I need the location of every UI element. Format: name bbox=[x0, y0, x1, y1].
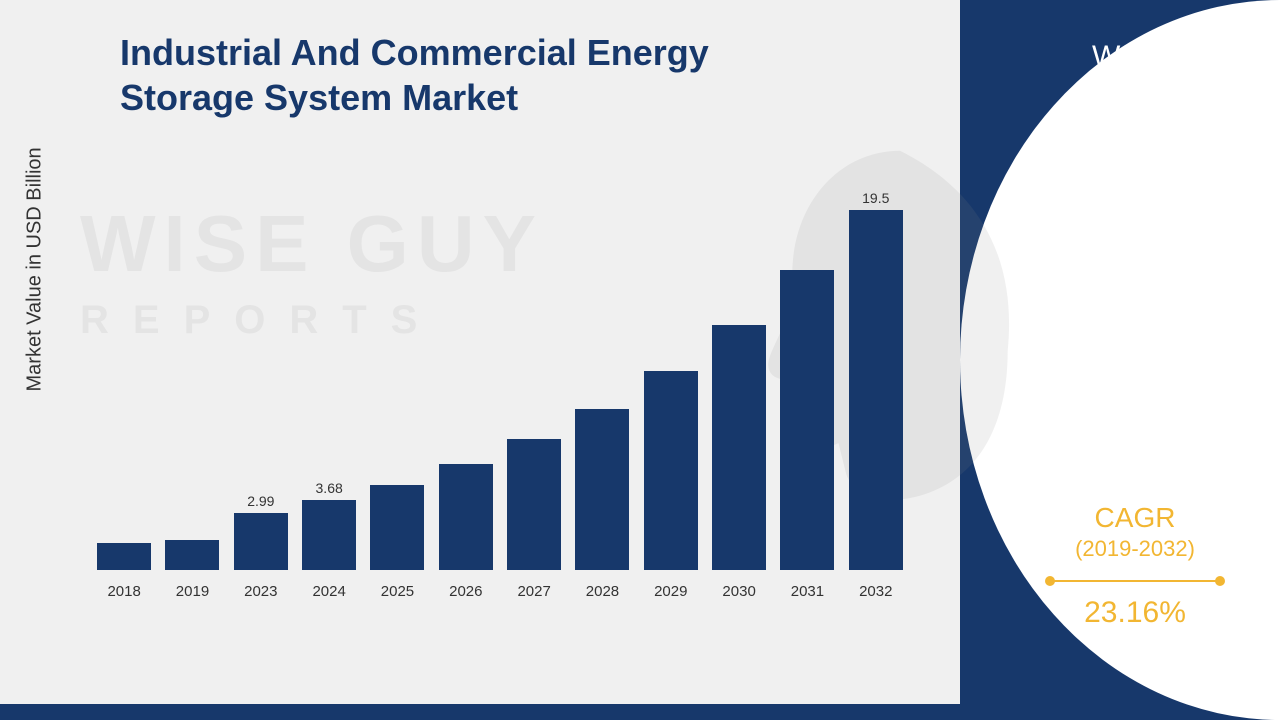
bar bbox=[165, 540, 219, 570]
bar-group bbox=[705, 190, 773, 570]
bar-group: 19.5 bbox=[842, 190, 910, 570]
x-tick-label: 2023 bbox=[227, 583, 295, 600]
bar-group bbox=[637, 190, 705, 570]
cagr-divider bbox=[1050, 580, 1220, 582]
logo-sub: REPORTS bbox=[1092, 74, 1250, 89]
x-tick-label: 2029 bbox=[637, 583, 705, 600]
x-tick-label: 2030 bbox=[705, 583, 773, 600]
x-tick-label: 2026 bbox=[432, 583, 500, 600]
bar-value-label: 19.5 bbox=[862, 190, 889, 206]
y-axis-label: Market Value in USD Billion bbox=[24, 147, 47, 391]
bar bbox=[439, 464, 493, 570]
chart-area: 2.993.6819.5 201820192023202420252026202… bbox=[90, 190, 910, 600]
bar bbox=[780, 270, 834, 570]
bar-group bbox=[500, 190, 568, 570]
bar bbox=[370, 485, 424, 571]
bar bbox=[849, 210, 903, 570]
logo: WISE GUY REPORTS bbox=[1092, 40, 1250, 89]
cagr-value: 23.16% bbox=[1035, 596, 1235, 630]
bar bbox=[644, 371, 698, 571]
x-tick-label: 2031 bbox=[773, 583, 841, 600]
bar-group bbox=[90, 190, 158, 570]
chart-title: Industrial And Commercial Energy Storage… bbox=[120, 30, 820, 120]
bar-group bbox=[773, 190, 841, 570]
bottom-bar bbox=[0, 704, 960, 720]
bar-group bbox=[158, 190, 226, 570]
x-labels: 2018201920232024202520262027202820292030… bbox=[90, 583, 910, 600]
bar-group bbox=[568, 190, 636, 570]
bar-group bbox=[432, 190, 500, 570]
cagr-range: (2019-2032) bbox=[1035, 536, 1235, 562]
logo-main: WISE GUY bbox=[1092, 40, 1250, 74]
bar bbox=[575, 409, 629, 571]
cagr-label: CAGR bbox=[1035, 502, 1235, 534]
x-tick-label: 2032 bbox=[842, 583, 910, 600]
x-tick-label: 2025 bbox=[363, 583, 431, 600]
bars-container: 2.99 3.68 19.5 bbox=[90, 190, 910, 570]
bar-group: 2.99 bbox=[227, 190, 295, 570]
bar bbox=[234, 513, 288, 570]
x-tick-label: 2018 bbox=[90, 583, 158, 600]
x-tick-label: 2024 bbox=[295, 583, 363, 600]
x-tick-label: 2028 bbox=[568, 583, 636, 600]
bar bbox=[97, 543, 151, 570]
bar-group bbox=[363, 190, 431, 570]
bar bbox=[302, 500, 356, 570]
bar-value-label: 2.99 bbox=[247, 493, 274, 509]
x-tick-label: 2019 bbox=[158, 583, 226, 600]
cagr-block: CAGR (2019-2032) 23.16% bbox=[1035, 502, 1235, 630]
bar-group: 3.68 bbox=[295, 190, 363, 570]
bar-value-label: 3.68 bbox=[316, 480, 343, 496]
x-tick-label: 2027 bbox=[500, 583, 568, 600]
bar bbox=[712, 325, 766, 570]
bar bbox=[507, 439, 561, 570]
